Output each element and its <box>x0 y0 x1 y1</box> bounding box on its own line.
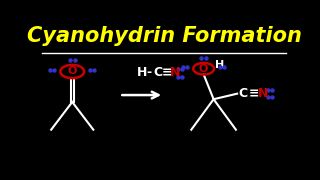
Text: -: - <box>146 66 151 79</box>
Text: C: C <box>238 87 248 100</box>
Text: ≡: ≡ <box>248 87 259 100</box>
Text: O: O <box>199 64 208 74</box>
Text: O: O <box>68 66 77 76</box>
Text: N: N <box>170 66 180 79</box>
Text: H: H <box>137 66 147 79</box>
Text: ≡: ≡ <box>162 66 172 79</box>
Text: Cyanohydrin Formation: Cyanohydrin Formation <box>27 26 301 46</box>
Text: C: C <box>154 66 163 79</box>
Text: H: H <box>215 60 224 70</box>
Text: N: N <box>258 87 268 100</box>
